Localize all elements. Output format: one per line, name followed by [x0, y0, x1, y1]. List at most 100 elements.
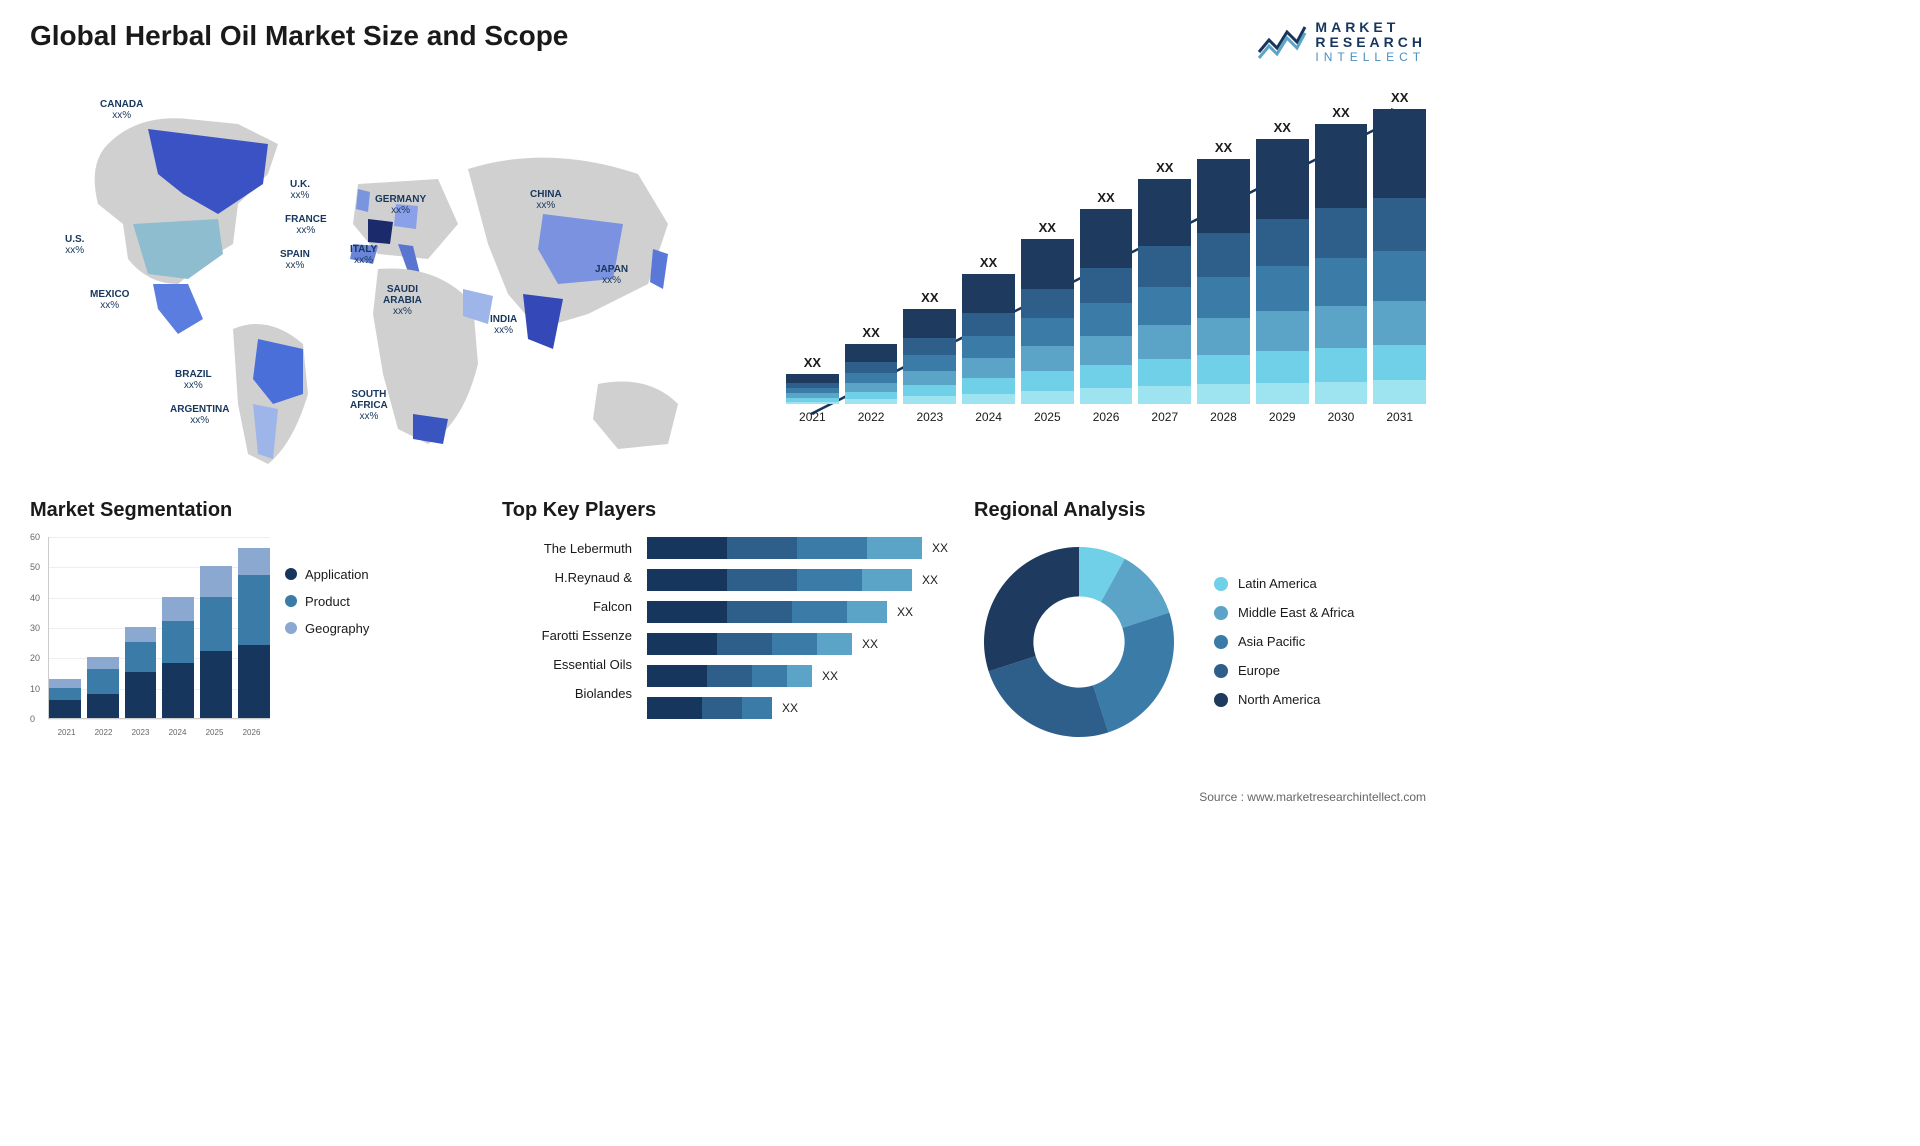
growth-bar-label: XX: [1274, 120, 1291, 135]
map-label: BRAZILxx%: [175, 369, 212, 391]
logo-line3: INTELLECT: [1315, 51, 1426, 64]
growth-bar: XX 2030: [1315, 105, 1368, 424]
seg-y-tick: 60: [30, 532, 40, 542]
growth-year-label: 2023: [916, 410, 943, 424]
seg-bar: [49, 679, 81, 718]
map-label: GERMANYxx%: [375, 194, 426, 216]
map-label: CANADAxx%: [100, 99, 143, 121]
growth-bar-label: XX: [1215, 140, 1232, 155]
brand-logo: MARKET RESEARCH INTELLECT: [1257, 20, 1426, 64]
player-value: XX: [862, 637, 878, 651]
players-title: Top Key Players: [502, 499, 954, 522]
seg-year-label: 2022: [85, 728, 122, 737]
growth-year-label: 2027: [1151, 410, 1178, 424]
donut-slice: [984, 547, 1079, 671]
seg-y-tick: 30: [30, 623, 40, 633]
segmentation-panel: Market Segmentation 0102030405060 202120…: [30, 499, 482, 747]
growth-chart: XX2021XX2022XX2023XX2024XX2025XX2026XX20…: [786, 84, 1426, 474]
seg-bar: [238, 548, 270, 718]
donut-slice: [1093, 613, 1174, 733]
map-label: JAPANxx%: [595, 264, 628, 286]
world-map: CANADAxx% U.S.xx% MEXICOxx% BRAZILxx% ARGENT…: [30, 84, 756, 474]
growth-bar: XX 2024: [962, 255, 1015, 424]
player-label: Essential Oils: [502, 657, 632, 672]
growth-year-label: 2025: [1034, 410, 1061, 424]
regional-legend-item: Latin America: [1214, 576, 1354, 591]
seg-y-tick: 0: [30, 714, 35, 724]
regional-panel: Regional Analysis Latin America Middle Ea…: [974, 499, 1426, 747]
logo-line2: RESEARCH: [1315, 35, 1426, 50]
seg-year-label: 2025: [196, 728, 233, 737]
growth-bar-label: XX: [980, 255, 997, 270]
regional-legend-item: Europe: [1214, 663, 1354, 678]
regional-title: Regional Analysis: [974, 499, 1426, 522]
map-label: ARGENTINAxx%: [170, 404, 229, 426]
logo-line1: MARKET: [1315, 20, 1426, 35]
map-label: SPAINxx%: [280, 249, 310, 271]
seg-y-tick: 50: [30, 562, 40, 572]
player-bar: XX: [647, 569, 948, 591]
player-value: XX: [897, 605, 913, 619]
growth-bar: XX 2028: [1197, 140, 1250, 424]
growth-bar-label: XX: [862, 325, 879, 340]
segmentation-title: Market Segmentation: [30, 499, 482, 522]
growth-bar: XX2027: [1138, 160, 1191, 424]
page-title: Global Herbal Oil Market Size and Scope: [30, 20, 568, 52]
seg-bar: [87, 657, 119, 718]
seg-y-tick: 20: [30, 653, 40, 663]
growth-bar: XX 2022: [845, 325, 898, 424]
growth-bar-label: XX: [1039, 220, 1056, 235]
regional-legend-item: Middle East & Africa: [1214, 605, 1354, 620]
growth-year-label: 2031: [1386, 410, 1413, 424]
growth-year-label: 2021: [799, 410, 826, 424]
regional-donut: [974, 537, 1184, 747]
map-label: FRANCExx%: [285, 214, 327, 236]
donut-slice: [989, 656, 1109, 737]
growth-bar: XX 2031: [1373, 90, 1426, 424]
player-label: Biolandes: [502, 686, 632, 701]
player-value: XX: [932, 541, 948, 555]
map-label: U.S.xx%: [65, 234, 84, 256]
map-label: MEXICOxx%: [90, 289, 129, 311]
logo-icon: [1257, 22, 1307, 62]
players-bars: XX XX XX XX XX XX: [647, 537, 948, 719]
seg-legend-item: Geography: [285, 621, 369, 636]
seg-bar: [125, 627, 157, 718]
player-bar: XX: [647, 537, 948, 559]
seg-year-label: 2024: [159, 728, 196, 737]
growth-year-label: 2029: [1269, 410, 1296, 424]
player-value: XX: [922, 573, 938, 587]
player-bar: XX: [647, 665, 948, 687]
map-label: INDIAxx%: [490, 314, 517, 336]
player-label: H.Reynaud &: [502, 570, 632, 585]
players-labels: The LebermuthH.Reynaud &FalconFarotti Es…: [502, 537, 632, 719]
growth-year-label: 2028: [1210, 410, 1237, 424]
players-panel: Top Key Players The LebermuthH.Reynaud &…: [502, 499, 954, 747]
player-bar: XX: [647, 633, 948, 655]
player-bar: XX: [647, 697, 948, 719]
growth-year-label: 2026: [1093, 410, 1120, 424]
regional-legend: Latin AmericaMiddle East & AfricaAsia Pa…: [1214, 576, 1354, 707]
growth-year-label: 2030: [1328, 410, 1355, 424]
growth-bar-label: XX: [921, 290, 938, 305]
player-label: Falcon: [502, 599, 632, 614]
seg-year-label: 2023: [122, 728, 159, 737]
growth-year-label: 2022: [858, 410, 885, 424]
growth-bar-label: XX: [1097, 190, 1114, 205]
seg-y-tick: 40: [30, 593, 40, 603]
map-label: U.K.xx%: [290, 179, 310, 201]
growth-bar-label: XX: [804, 355, 821, 370]
segmentation-legend: ApplicationProductGeography: [285, 537, 369, 737]
map-label: SOUTHAFRICAxx%: [350, 389, 388, 422]
segmentation-chart: 0102030405060 202120222023202420252026: [30, 537, 270, 737]
seg-bar: [200, 566, 232, 718]
growth-bar-label: XX: [1391, 90, 1408, 105]
growth-bar-label: XX: [1332, 105, 1349, 120]
map-label: ITALYxx%: [350, 244, 377, 266]
map-label: CHINAxx%: [530, 189, 562, 211]
seg-bar: [162, 597, 194, 718]
map-svg: [30, 84, 756, 474]
growth-bar: XX 2023: [903, 290, 956, 424]
growth-year-label: 2024: [975, 410, 1002, 424]
seg-legend-item: Application: [285, 567, 369, 582]
